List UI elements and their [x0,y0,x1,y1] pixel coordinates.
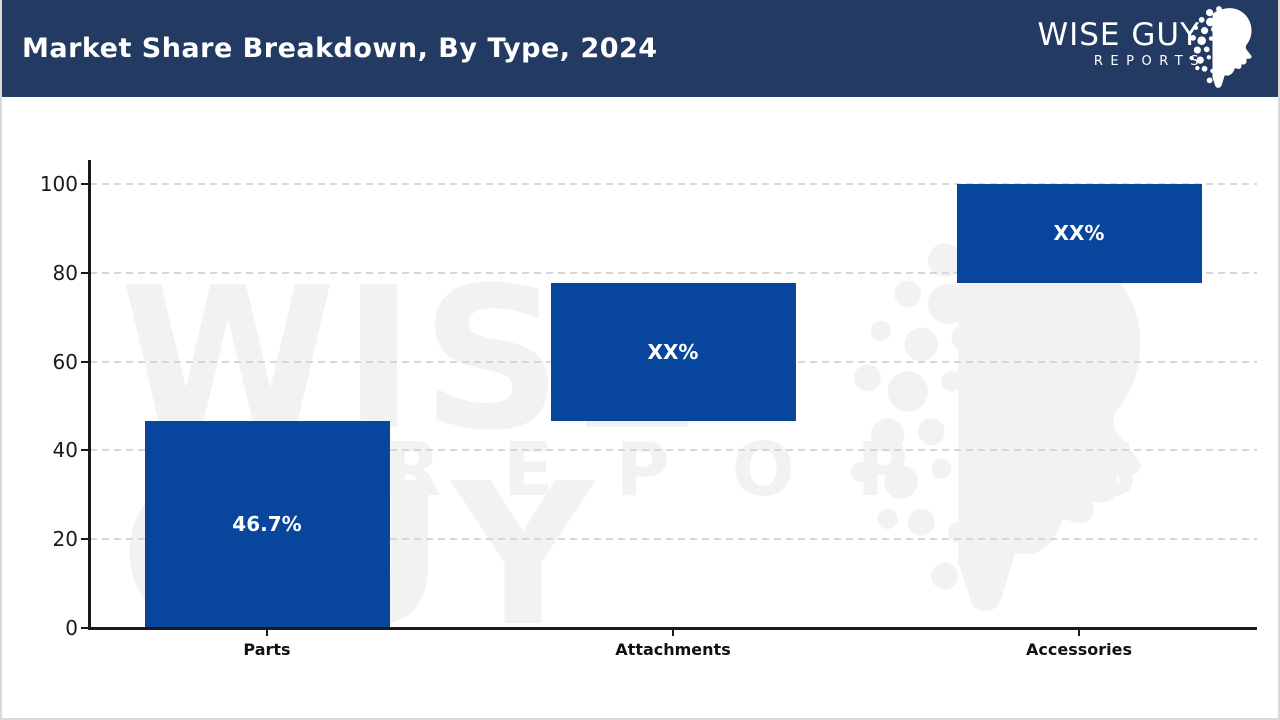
gridline-20 [90,538,1257,541]
page-title: Market Share Breakdown, By Type, 2024 [22,33,658,64]
gridline-100 [90,183,1257,185]
y-tick-mark [81,627,89,629]
y-tick-mark [81,538,89,541]
gridline-40 [90,449,1257,452]
wiseguy-logo: WISE GUY REPORTS [1010,0,1260,97]
x-tick-mark [672,629,674,636]
y-tick-mark [81,183,89,185]
header-bar: Market Share Breakdown, By Type, 2024 WI… [2,0,1278,97]
y-tick-label: 0 [65,616,78,640]
bar-value-label: 46.7% [232,512,302,537]
y-tick-label: 20 [52,527,78,552]
y-tick-mark [81,449,89,452]
logo-subtitle: REPORTS [1093,54,1206,69]
bar-value-label: XX% [1053,221,1105,246]
y-tick-label: 60 [52,349,78,374]
y-tick-label: 40 [52,438,78,463]
x-tick-mark [1078,629,1080,636]
x-tick-mark [266,629,268,636]
x-category-label: Attachments [615,640,731,659]
wiseguy-head-icon [1189,6,1252,88]
gridline-80 [90,271,1257,274]
y-axis-line [88,160,91,630]
y-tick-mark [81,271,89,274]
bar-attachments: XX% [550,282,796,421]
x-axis-line [90,627,1257,630]
bar-parts: 46.7% [144,420,390,628]
logo-wordmark: WISE GUY [1037,17,1200,53]
y-tick-label: 100 [39,172,78,196]
x-category-label: Parts [243,640,291,659]
y-tick-label: 80 [52,260,78,285]
bar-accessories: XX% [956,184,1202,283]
bar-value-label: XX% [647,339,699,364]
x-category-label: Accessories [1026,640,1132,659]
y-tick-mark [81,360,89,363]
